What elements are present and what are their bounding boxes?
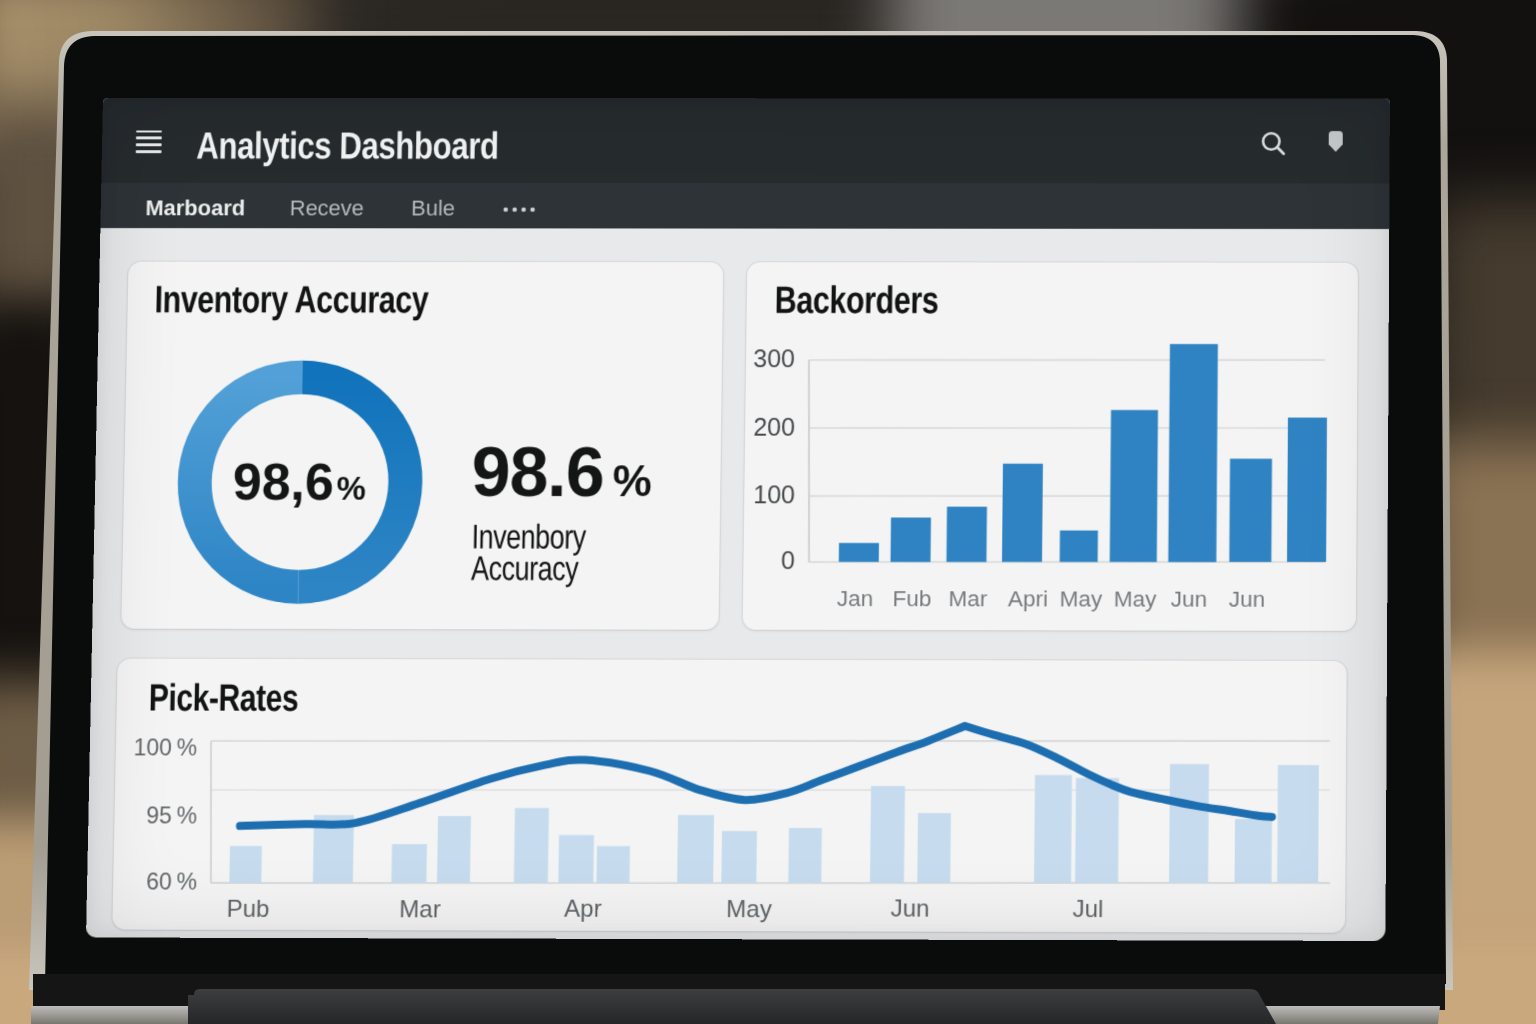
svg-text:Jun: Jun: [1171, 586, 1208, 611]
svg-text:95 %: 95 %: [146, 802, 197, 828]
svg-text:Jan: Jan: [837, 586, 874, 611]
svg-text:May: May: [1114, 586, 1158, 611]
svg-text:300: 300: [753, 346, 795, 373]
svg-text:200: 200: [753, 414, 795, 441]
svg-text:Jun: Jun: [890, 897, 929, 924]
svg-text:Jun: Jun: [1229, 586, 1266, 611]
svg-text:Mar: Mar: [948, 586, 988, 611]
svg-text:Apr: Apr: [564, 897, 602, 924]
svg-text:May: May: [1060, 586, 1104, 611]
svg-text:60 %: 60 %: [146, 869, 197, 896]
svg-text:100 %: 100 %: [133, 734, 197, 760]
svg-text:100: 100: [753, 482, 795, 509]
svg-text:May: May: [726, 897, 772, 924]
svg-text:0: 0: [781, 548, 795, 575]
svg-text:Fub: Fub: [892, 586, 931, 611]
svg-text:Jul: Jul: [1072, 897, 1103, 924]
svg-text:Apri: Apri: [1008, 586, 1048, 611]
svg-text:Pub: Pub: [226, 897, 269, 924]
svg-text:Mar: Mar: [399, 897, 441, 924]
